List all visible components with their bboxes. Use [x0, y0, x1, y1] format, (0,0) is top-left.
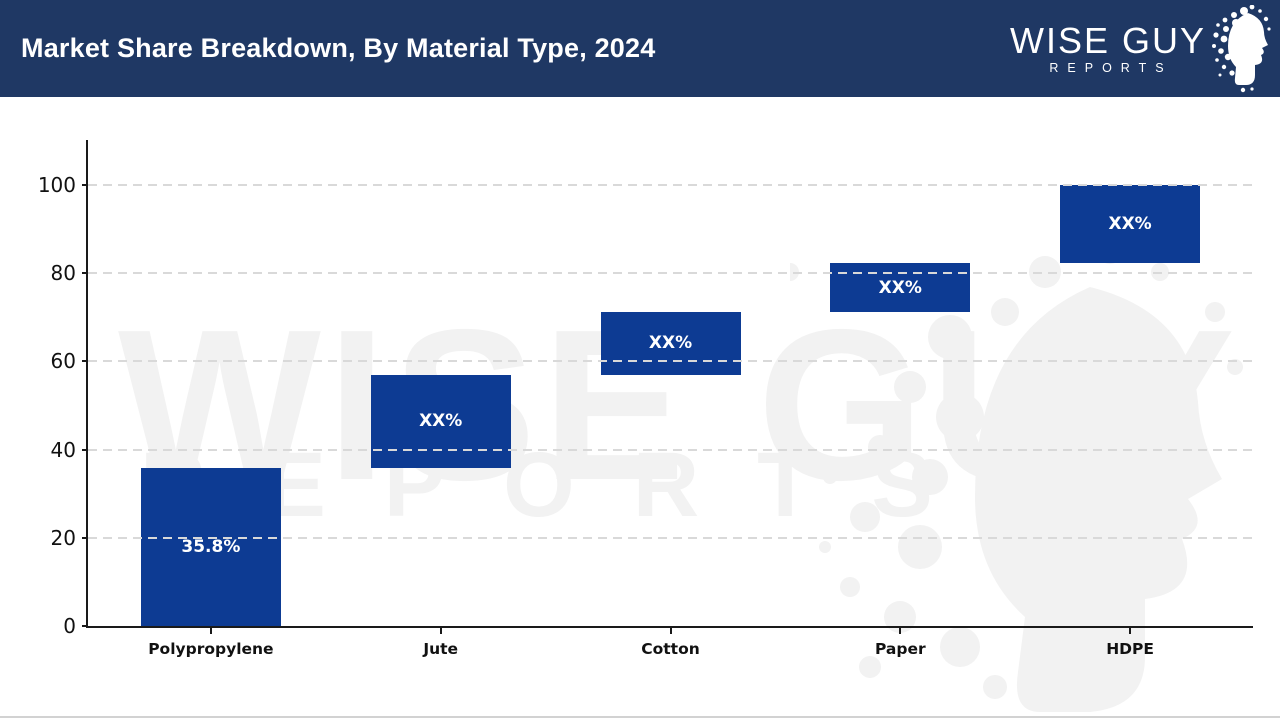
gridline-40 [88, 448, 1253, 451]
bar-cotton [600, 312, 741, 375]
y-axis-line [86, 140, 88, 628]
y-tick-label: 40 [50, 437, 76, 462]
y-tick [82, 360, 88, 363]
x-tick [669, 628, 672, 634]
bar-value-label: XX% [648, 333, 693, 354]
gridline-60 [88, 360, 1253, 363]
bar-polypropylene [140, 468, 281, 626]
y-tick [82, 536, 88, 539]
logo-wordmark: WISE GUY REPORTS [1010, 23, 1206, 75]
y-tick-label: 80 [50, 261, 76, 286]
bar-value-label: XX% [878, 277, 922, 298]
x-axis-line [86, 626, 1253, 628]
y-tick-label: 60 [50, 349, 76, 374]
x-category-label: Paper [874, 640, 926, 658]
bar-value-label: XX% [419, 411, 463, 432]
logo-line2: REPORTS [1049, 61, 1173, 76]
y-tick [82, 184, 88, 187]
x-tick [899, 628, 902, 634]
bottom-border-line [0, 716, 1280, 718]
x-category-label: HDPE [1106, 640, 1154, 658]
logo-line1: WISE GUY [1009, 20, 1206, 62]
x-category-label: Cotton [641, 640, 700, 658]
logo-face-icon [1212, 5, 1271, 93]
chart-title: Market Share Breakdown, By Material Type… [21, 33, 656, 63]
gridline-80 [88, 272, 1253, 275]
y-tick [82, 272, 88, 275]
bar-value-label: XX% [1108, 214, 1152, 235]
bar-hdpe [1060, 185, 1201, 264]
y-tick-label: 0 [63, 614, 76, 638]
x-tick [209, 628, 212, 634]
gridline-20 [88, 536, 1253, 539]
x-category-label: Polypropylene [148, 640, 274, 658]
header-bar: Market Share Breakdown, By Material Type… [0, 0, 1280, 97]
bar-paper [830, 263, 971, 313]
x-tick [439, 628, 442, 634]
wiseguy-logo: WISE GUY REPORTS [1010, 4, 1272, 94]
x-tick [1129, 628, 1132, 634]
y-tick [82, 625, 88, 627]
y-tick [82, 448, 88, 451]
bar-value-label: 35.8% [181, 537, 241, 558]
x-category-label: Jute [423, 640, 459, 658]
gridline-100 [88, 184, 1253, 187]
chart-canvas: WISE GUY REPORTS 35.8% XX% XX% XX% XX% 0 20 40 6… [0, 97, 1280, 720]
bar-jute [370, 374, 511, 469]
y-tick-label: 20 [50, 525, 76, 550]
y-tick-label: 100 [37, 173, 76, 198]
